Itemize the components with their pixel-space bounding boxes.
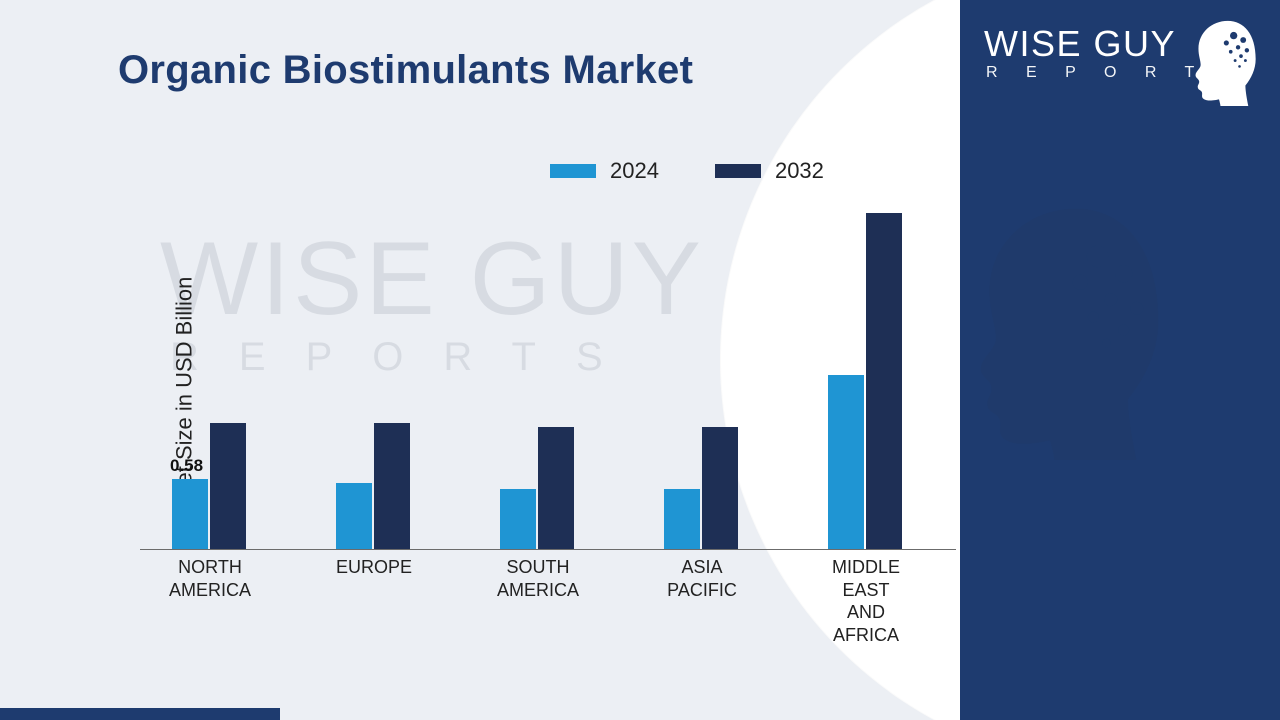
bar-2024 <box>500 489 536 549</box>
bar-2032 <box>702 427 738 549</box>
x-tick-label: EUROPE <box>304 556 444 579</box>
bar-2024 <box>172 479 208 549</box>
bar-2024 <box>336 483 372 549</box>
x-axis-baseline <box>140 549 956 550</box>
bar-chart: Market Size in USD Billion 0.58 NORTH AM… <box>96 190 956 620</box>
bar-2024 <box>664 489 700 549</box>
legend-item-2024: 2024 <box>550 158 659 184</box>
legend-label-2024: 2024 <box>610 158 659 184</box>
bar-2024 <box>828 375 864 549</box>
bar-2032 <box>538 427 574 549</box>
legend-swatch-2032 <box>715 164 761 178</box>
bar-2032 <box>210 423 246 549</box>
x-tick-label: NORTH AMERICA <box>140 556 280 601</box>
bar-value-label: 0.58 <box>170 456 203 476</box>
stage: WISE GUY REPORTS Organic Biostimulants M… <box>0 0 1280 720</box>
page-title: Organic Biostimulants Market <box>118 48 693 93</box>
x-tick-label: ASIA PACIFIC <box>632 556 772 601</box>
brand-head-icon <box>1180 18 1258 106</box>
legend-item-2032: 2032 <box>715 158 824 184</box>
x-tick-label: SOUTH AMERICA <box>468 556 608 601</box>
bar-2032 <box>866 213 902 549</box>
chart-legend: 2024 2032 <box>550 158 824 184</box>
legend-swatch-2024 <box>550 164 596 178</box>
brand-logo: WISE GUY R E P O R T S <box>984 26 1254 116</box>
bar-2032 <box>374 423 410 549</box>
bottom-accent-bar <box>0 708 280 720</box>
legend-label-2032: 2032 <box>775 158 824 184</box>
plot-area: 0.58 <box>140 190 956 550</box>
x-tick-label: MIDDLE EAST AND AFRICA <box>796 556 936 646</box>
